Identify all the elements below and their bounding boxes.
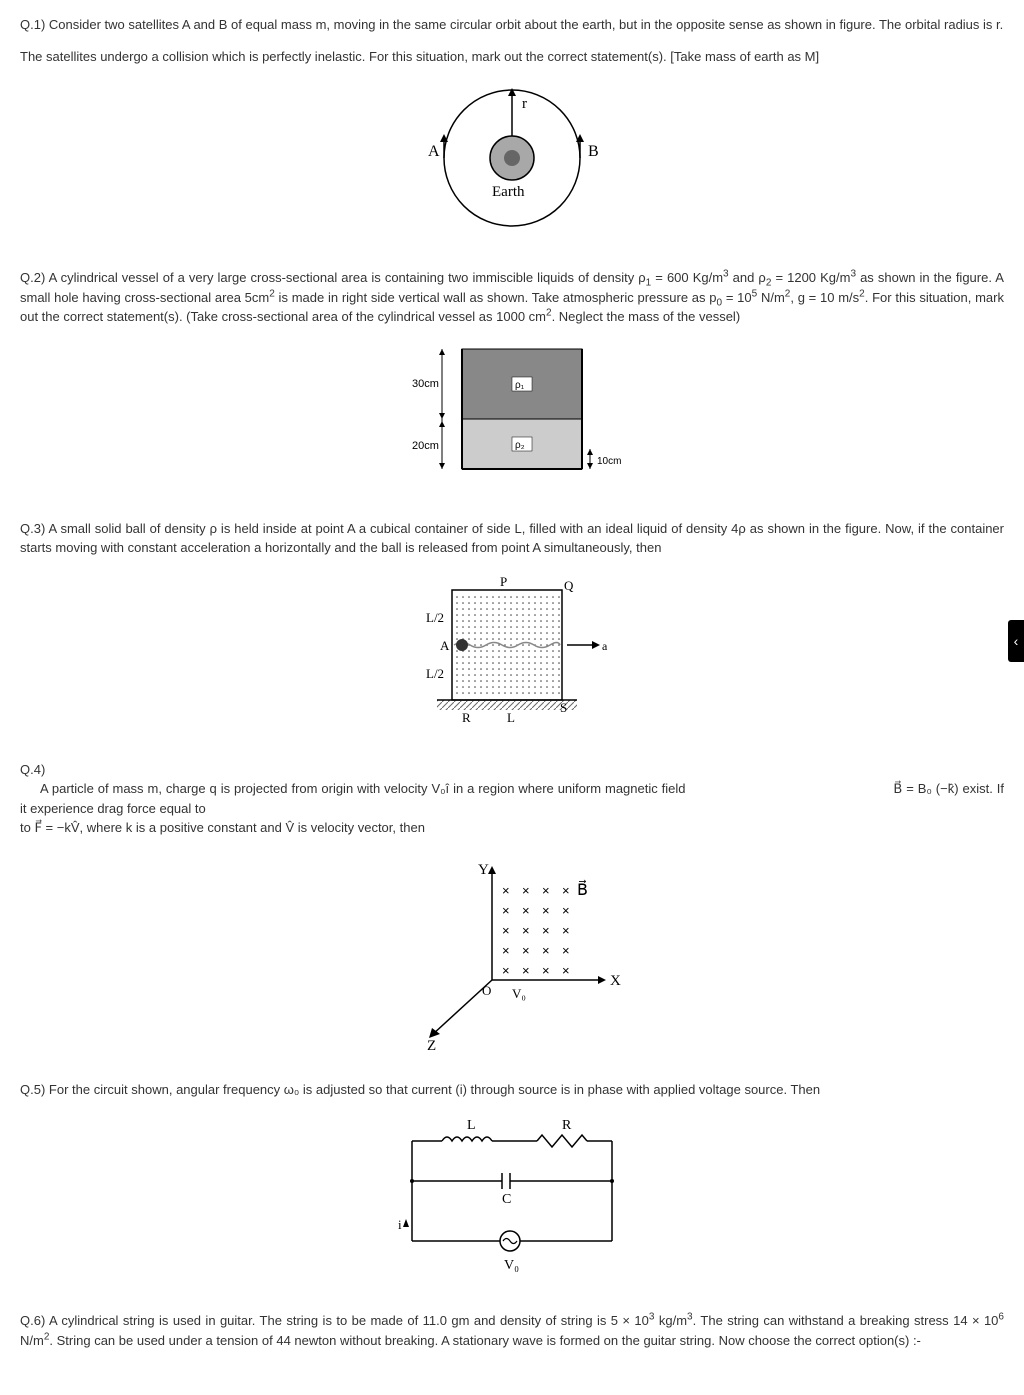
q2-figure: ρ₁ ρ₂ 30cm 20cm 10cm	[20, 339, 1004, 489]
svg-text:Earth: Earth	[492, 184, 525, 200]
svg-text:×: ×	[502, 963, 510, 978]
q1-text-line2: The satellites undergo a collision which…	[20, 47, 1004, 67]
question-6: Q.6) A cylindrical string is used in gui…	[20, 1311, 1004, 1350]
svg-text:×: ×	[542, 943, 550, 958]
q6-text: Q.6) A cylindrical string is used in gui…	[20, 1311, 1004, 1350]
question-5: Q.5) For the circuit shown, angular freq…	[20, 1080, 1004, 1282]
svg-text:×: ×	[542, 923, 550, 938]
svg-text:×: ×	[502, 943, 510, 958]
q2-label: Q.2)	[20, 270, 45, 285]
svg-text:×: ×	[522, 883, 530, 898]
svg-text:V₀: V₀	[504, 1258, 519, 1273]
q3-figure: A P Q L/2 L/2 R L S a	[20, 570, 1004, 730]
svg-text:Q: Q	[564, 578, 574, 593]
svg-text:B⃗: B⃗	[577, 879, 588, 899]
svg-text:R: R	[562, 1118, 572, 1133]
svg-text:A: A	[440, 638, 450, 653]
svg-text:L: L	[507, 710, 515, 725]
svg-text:10cm: 10cm	[597, 456, 621, 467]
svg-text:×: ×	[562, 943, 570, 958]
q4-label: Q.4)	[20, 762, 45, 777]
svg-text:R: R	[462, 710, 471, 725]
q1-text-line1: Q.1) Consider two satellites A and B of …	[20, 15, 1004, 35]
svg-text:L/2: L/2	[426, 666, 444, 681]
svg-text:C: C	[502, 1192, 511, 1207]
svg-text:×: ×	[562, 923, 570, 938]
q1-label: Q.1)	[20, 17, 45, 32]
svg-text:×: ×	[542, 883, 550, 898]
q3-label: Q.3)	[20, 521, 45, 536]
svg-text:×: ×	[522, 903, 530, 918]
svg-text:×: ×	[562, 963, 570, 978]
q6-label: Q.6)	[20, 1313, 45, 1328]
svg-text:×: ×	[502, 903, 510, 918]
side-tab-arrow[interactable]: ‹	[1008, 620, 1024, 662]
svg-text:30cm: 30cm	[412, 378, 439, 390]
question-1: Q.1) Consider two satellites A and B of …	[20, 15, 1004, 238]
svg-text:P: P	[500, 574, 507, 589]
question-3: Q.3) A small solid ball of density ρ is …	[20, 519, 1004, 730]
question-4: Q.4) A particle of mass m, charge q is p…	[20, 760, 1004, 1050]
svg-text:Y: Y	[478, 862, 489, 878]
svg-text:×: ×	[502, 923, 510, 938]
svg-text:i: i	[398, 1217, 402, 1232]
question-2: Q.2) A cylindrical vessel of a very larg…	[20, 268, 1004, 489]
svg-text:V₀: V₀	[512, 986, 526, 1001]
svg-text:B: B	[588, 143, 599, 160]
svg-text:×: ×	[562, 903, 570, 918]
q3-text: Q.3) A small solid ball of density ρ is …	[20, 519, 1004, 558]
svg-text:×: ×	[542, 903, 550, 918]
q1-figure: r Earth A B	[20, 78, 1004, 238]
svg-text:×: ×	[522, 923, 530, 938]
q5-text: Q.5) For the circuit shown, angular freq…	[20, 1080, 1004, 1100]
q5-label: Q.5)	[20, 1082, 45, 1097]
svg-text:×: ×	[542, 963, 550, 978]
svg-text:A: A	[428, 143, 440, 160]
svg-text:×: ×	[562, 883, 570, 898]
svg-text:Z: Z	[427, 1038, 436, 1050]
q1-text1: Consider two satellites A and B of equal…	[49, 17, 1003, 32]
svg-text:L: L	[467, 1118, 476, 1133]
q4-figure: Y X Z O V₀ × × × × × × × × × × × × × × × × × × × × B⃗	[20, 850, 1004, 1050]
svg-text:20cm: 20cm	[412, 440, 439, 452]
svg-text:L/2: L/2	[426, 610, 444, 625]
svg-text:S: S	[560, 700, 567, 715]
svg-text:ρ₂: ρ₂	[515, 440, 525, 451]
svg-text:ρ₁: ρ₁	[515, 380, 525, 391]
q4-text: Q.4) A particle of mass m, charge q is p…	[20, 760, 1004, 838]
svg-text:×: ×	[522, 943, 530, 958]
q2-text: Q.2) A cylindrical vessel of a very larg…	[20, 268, 1004, 327]
svg-text:r: r	[522, 96, 527, 112]
svg-text:×: ×	[522, 963, 530, 978]
svg-text:a: a	[602, 639, 608, 653]
svg-text:X: X	[610, 973, 621, 989]
svg-text:O: O	[482, 983, 491, 998]
q5-figure: L R C V₀ i	[20, 1111, 1004, 1281]
svg-text:×: ×	[502, 883, 510, 898]
